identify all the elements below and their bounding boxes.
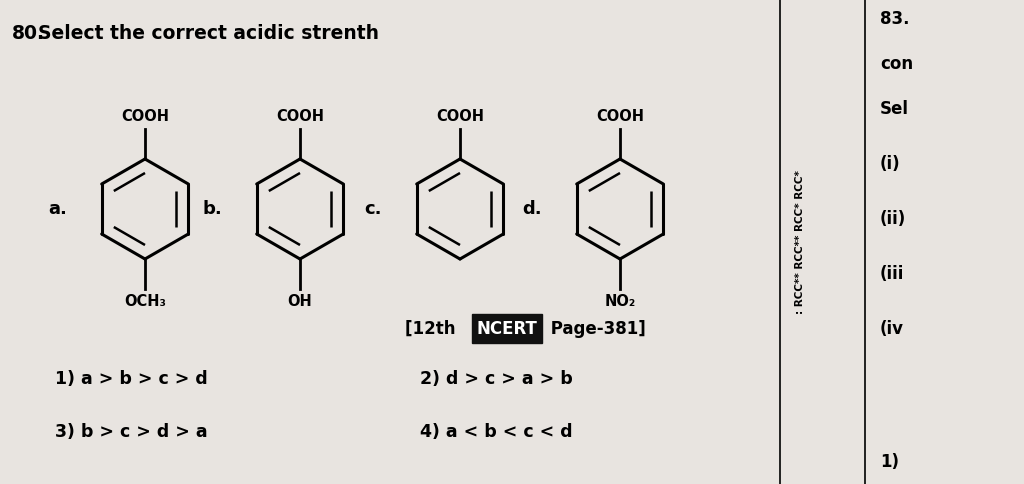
Text: a.: a. [48,200,67,218]
Text: 2) d > c > a > b: 2) d > c > a > b [420,370,572,388]
Text: b.: b. [203,200,222,218]
FancyBboxPatch shape [472,314,542,343]
Text: 4) a < b < c < d: 4) a < b < c < d [420,423,572,441]
Text: COOH: COOH [596,109,644,124]
Text: : RCC** RCC** RCC* RCC*: : RCC** RCC** RCC* RCC* [795,170,805,314]
Text: (i): (i) [880,155,901,173]
Text: (iii: (iii [880,265,904,283]
Text: con: con [880,55,913,73]
Text: (iv: (iv [880,320,904,338]
Text: NO₂: NO₂ [604,294,636,309]
Text: Select the correct acidic strenth: Select the correct acidic strenth [38,24,379,43]
Text: 1) a > b > c > d: 1) a > b > c > d [55,370,208,388]
Text: c.: c. [365,200,382,218]
Text: 3) b > c > d > a: 3) b > c > d > a [55,423,208,441]
Text: Page-381]: Page-381] [545,320,646,338]
Text: (ii): (ii) [880,210,906,228]
Text: COOH: COOH [121,109,169,124]
Text: NCERT: NCERT [476,320,538,338]
Text: Sel: Sel [880,100,909,118]
Text: [12th: [12th [406,320,461,338]
Text: d.: d. [522,200,542,218]
Text: 80.: 80. [12,24,45,43]
Text: COOH: COOH [436,109,484,124]
Text: 1): 1) [880,453,899,471]
Text: OH: OH [288,294,312,309]
Text: OCH₃: OCH₃ [124,294,166,309]
Text: COOH: COOH [276,109,324,124]
Text: 83.: 83. [880,10,909,28]
